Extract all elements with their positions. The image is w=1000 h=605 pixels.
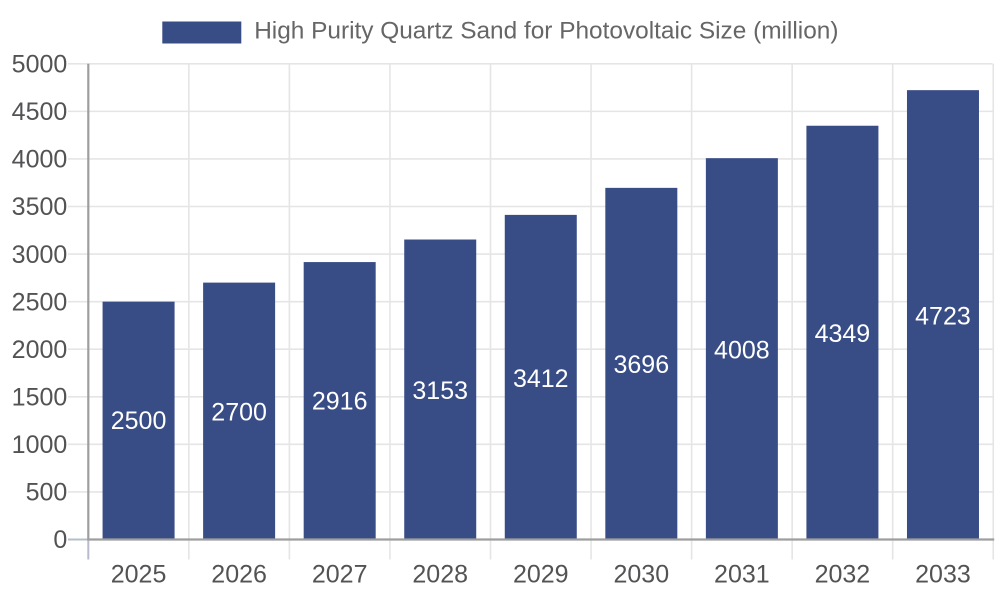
svg-text:2032: 2032 (815, 560, 871, 588)
svg-text:2026: 2026 (211, 560, 267, 588)
svg-text:4349: 4349 (815, 320, 871, 348)
svg-text:High Purity Quartz Sand for Ph: High Purity Quartz Sand for Photovoltaic… (254, 18, 838, 45)
svg-text:2000: 2000 (12, 336, 68, 364)
svg-text:500: 500 (26, 479, 68, 507)
svg-text:2031: 2031 (714, 560, 770, 588)
svg-text:4500: 4500 (12, 98, 68, 126)
svg-text:1000: 1000 (12, 431, 68, 459)
svg-text:4008: 4008 (714, 337, 770, 365)
svg-text:4723: 4723 (915, 303, 971, 331)
svg-text:2025: 2025 (111, 560, 167, 588)
svg-text:0: 0 (53, 526, 67, 554)
svg-text:5000: 5000 (12, 51, 68, 79)
svg-text:1500: 1500 (12, 383, 68, 411)
svg-text:3000: 3000 (12, 241, 68, 269)
svg-text:2033: 2033 (915, 560, 971, 588)
svg-text:2030: 2030 (614, 560, 670, 588)
svg-text:3153: 3153 (412, 377, 468, 405)
svg-text:3412: 3412 (513, 365, 569, 393)
svg-text:2028: 2028 (412, 560, 468, 588)
svg-text:2500: 2500 (111, 407, 167, 435)
svg-text:2916: 2916 (312, 387, 368, 415)
svg-text:3500: 3500 (12, 193, 68, 221)
svg-text:2029: 2029 (513, 560, 569, 588)
svg-text:2027: 2027 (312, 560, 368, 588)
svg-text:4000: 4000 (12, 146, 68, 174)
svg-text:3696: 3696 (614, 351, 670, 379)
svg-text:2500: 2500 (12, 288, 68, 316)
svg-text:2700: 2700 (211, 399, 267, 427)
